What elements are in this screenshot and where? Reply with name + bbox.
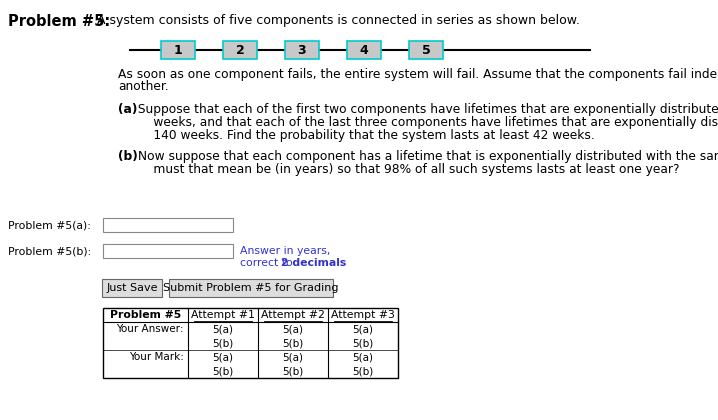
Text: correct to: correct to bbox=[240, 258, 297, 268]
Text: 5(b): 5(b) bbox=[213, 366, 233, 376]
Text: 5(b): 5(b) bbox=[213, 338, 233, 348]
Text: 5(b): 5(b) bbox=[282, 366, 304, 376]
Text: Problem #5(a):: Problem #5(a): bbox=[8, 220, 91, 230]
Text: must that mean be (in years) so that 98% of all such systems lasts at least one : must that mean be (in years) so that 98%… bbox=[134, 163, 679, 176]
Text: Attempt #1: Attempt #1 bbox=[191, 310, 255, 320]
Text: Submit Problem #5 for Grading: Submit Problem #5 for Grading bbox=[163, 283, 339, 293]
Text: weeks, and that each of the last three components have lifetimes that are expone: weeks, and that each of the last three c… bbox=[134, 116, 718, 129]
Text: Problem #5: Problem #5 bbox=[110, 310, 181, 320]
FancyBboxPatch shape bbox=[285, 41, 319, 59]
Text: Problem #5:: Problem #5: bbox=[8, 14, 111, 29]
FancyBboxPatch shape bbox=[223, 41, 257, 59]
Text: 2 decimals: 2 decimals bbox=[281, 258, 346, 268]
Text: Answer in years,: Answer in years, bbox=[240, 246, 330, 256]
Text: 140 weeks. Find the probability that the system lasts at least 42 weeks.: 140 weeks. Find the probability that the… bbox=[134, 129, 595, 142]
FancyBboxPatch shape bbox=[409, 41, 443, 59]
Text: As soon as one component fails, the entire system will fail. Assume that the com: As soon as one component fails, the enti… bbox=[118, 68, 718, 81]
FancyBboxPatch shape bbox=[161, 41, 195, 59]
Text: Problem #5(b):: Problem #5(b): bbox=[8, 246, 91, 256]
FancyBboxPatch shape bbox=[169, 279, 333, 297]
Text: Suppose that each of the first two components have lifetimes that are exponentia: Suppose that each of the first two compo… bbox=[134, 103, 718, 116]
Text: (b): (b) bbox=[118, 150, 138, 163]
Text: 5(b): 5(b) bbox=[282, 338, 304, 348]
Text: 5(b): 5(b) bbox=[353, 366, 373, 376]
FancyBboxPatch shape bbox=[347, 41, 381, 59]
Text: 1: 1 bbox=[174, 44, 182, 57]
Text: 5: 5 bbox=[421, 44, 430, 57]
Text: 5(a): 5(a) bbox=[353, 324, 373, 334]
Text: 5(a): 5(a) bbox=[282, 352, 304, 362]
Text: 5(a): 5(a) bbox=[213, 352, 233, 362]
Text: A system consists of five components is connected in series as shown below.: A system consists of five components is … bbox=[93, 14, 580, 27]
FancyBboxPatch shape bbox=[103, 218, 233, 232]
FancyBboxPatch shape bbox=[102, 279, 162, 297]
Text: Your Mark:: Your Mark: bbox=[129, 352, 184, 362]
Text: 2: 2 bbox=[236, 44, 244, 57]
Text: 4: 4 bbox=[360, 44, 368, 57]
Text: Your Answer:: Your Answer: bbox=[116, 324, 184, 334]
Text: Attempt #3: Attempt #3 bbox=[331, 310, 395, 320]
Text: 5(a): 5(a) bbox=[213, 324, 233, 334]
Text: 5(a): 5(a) bbox=[353, 352, 373, 362]
Text: another.: another. bbox=[118, 80, 169, 93]
Text: 3: 3 bbox=[298, 44, 307, 57]
Text: Just Save: Just Save bbox=[106, 283, 158, 293]
Text: Now suppose that each component has a lifetime that is exponentially distributed: Now suppose that each component has a li… bbox=[134, 150, 718, 163]
Text: 5(a): 5(a) bbox=[282, 324, 304, 334]
Text: 5(b): 5(b) bbox=[353, 338, 373, 348]
FancyBboxPatch shape bbox=[103, 244, 233, 258]
Text: Attempt #2: Attempt #2 bbox=[261, 310, 325, 320]
Text: (a): (a) bbox=[118, 103, 137, 116]
FancyBboxPatch shape bbox=[103, 308, 398, 378]
